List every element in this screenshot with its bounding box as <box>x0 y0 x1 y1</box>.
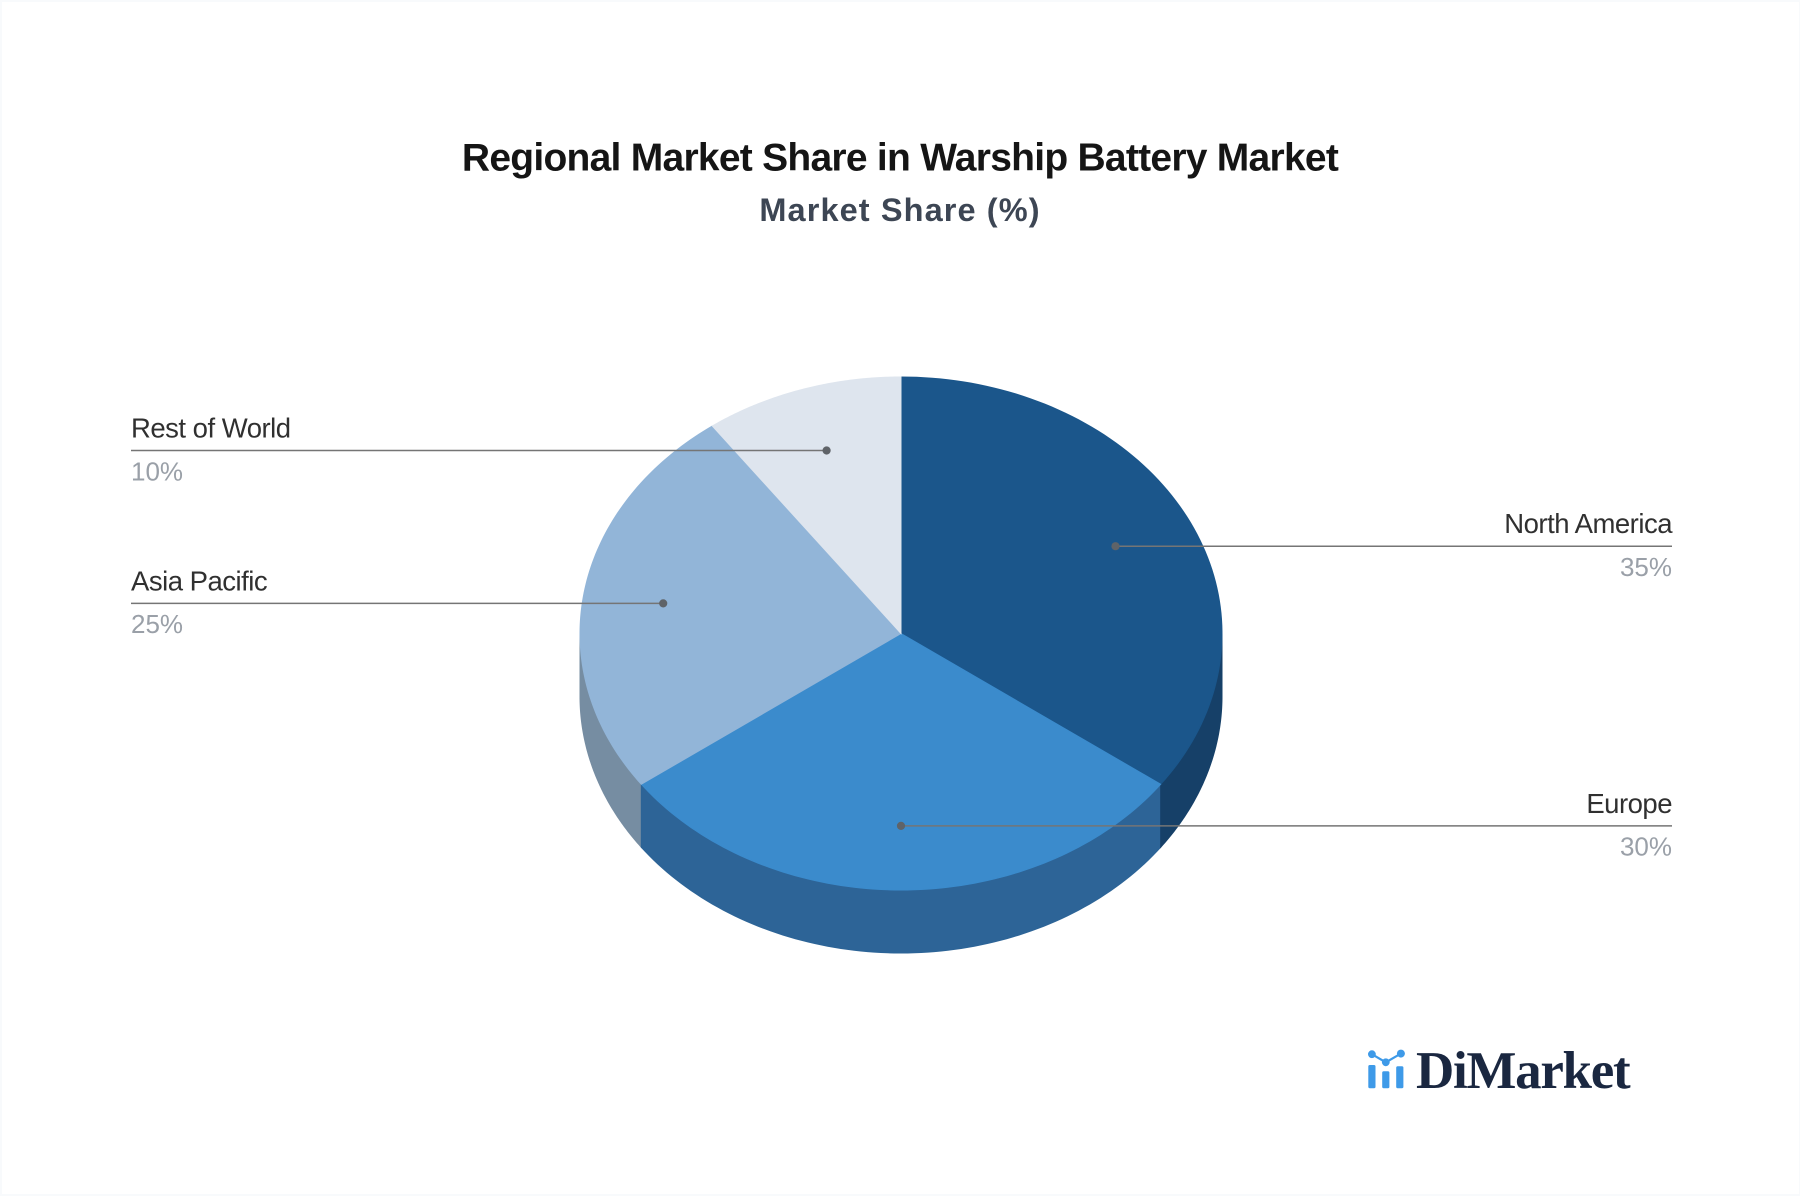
svg-text:25%: 25% <box>131 609 183 639</box>
svg-text:Regional Market Share in Warsh: Regional Market Share in Warship Battery… <box>462 137 1339 180</box>
svg-text:Market Share (%): Market Share (%) <box>759 192 1040 228</box>
svg-text:North America: North America <box>1504 508 1673 539</box>
svg-text:DiMarket: DiMarket <box>1416 1042 1631 1100</box>
svg-text:Rest of World: Rest of World <box>131 413 291 444</box>
svg-text:10%: 10% <box>131 456 183 486</box>
svg-text:Asia Pacific: Asia Pacific <box>131 565 268 596</box>
svg-text:30%: 30% <box>1620 832 1672 862</box>
svg-text:35%: 35% <box>1620 552 1672 582</box>
svg-text:Europe: Europe <box>1586 788 1672 819</box>
